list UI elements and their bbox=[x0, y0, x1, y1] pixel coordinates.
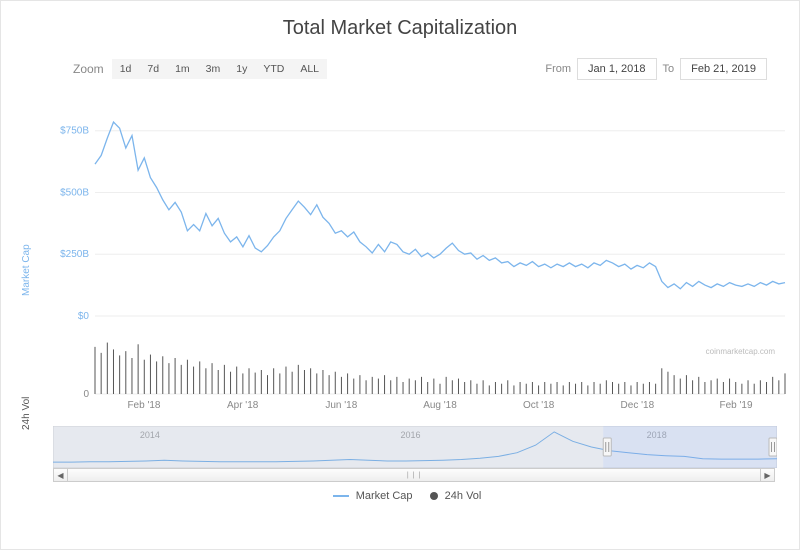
svg-text:$250B: $250B bbox=[60, 249, 89, 260]
chart-area: Market Cap 24h Vol $0$250B$500B$750B0Feb… bbox=[27, 96, 787, 418]
legend-volume-label[interactable]: 24h Vol bbox=[445, 490, 482, 502]
zoom-group: Zoom 1d7d1m3m1yYTDALL bbox=[73, 59, 327, 79]
zoom-3m-button[interactable]: 3m bbox=[198, 59, 229, 79]
zoom-1y-button[interactable]: 1y bbox=[228, 59, 255, 79]
svg-text:Feb '18: Feb '18 bbox=[127, 400, 160, 411]
chart-title: Total Market Capitalization bbox=[13, 17, 787, 40]
zoom-7d-button[interactable]: 7d bbox=[139, 59, 167, 79]
zoom-label: Zoom bbox=[73, 62, 104, 76]
to-label: To bbox=[663, 63, 675, 75]
credit-text: coinmarketcap.com bbox=[706, 347, 775, 356]
legend: Market Cap 24h Vol bbox=[13, 490, 787, 502]
svg-text:Feb '19: Feb '19 bbox=[719, 400, 752, 411]
svg-text:Apr '18: Apr '18 bbox=[227, 400, 259, 411]
legend-market-cap-label[interactable]: Market Cap bbox=[356, 490, 413, 502]
volume-swatch bbox=[430, 492, 438, 500]
svg-text:Aug '18: Aug '18 bbox=[423, 400, 457, 411]
navigator-scrollbar[interactable]: ◀ | | | ▶ bbox=[53, 468, 775, 482]
svg-text:$500B: $500B bbox=[60, 187, 89, 198]
controls-bar: Zoom 1d7d1m3m1yYTDALL From Jan 1, 2018 T… bbox=[73, 58, 767, 80]
scroll-left-arrow[interactable]: ◀ bbox=[54, 469, 68, 481]
market-cap-axis-label: Market Cap bbox=[21, 244, 32, 296]
navigator-svg[interactable]: 201420162018 bbox=[53, 426, 777, 468]
svg-text:Dec '18: Dec '18 bbox=[621, 400, 655, 411]
from-date-input[interactable]: Jan 1, 2018 bbox=[577, 58, 657, 80]
zoom-1m-button[interactable]: 1m bbox=[167, 59, 198, 79]
svg-text:Oct '18: Oct '18 bbox=[523, 400, 555, 411]
svg-text:$750B: $750B bbox=[60, 126, 89, 137]
svg-text:0: 0 bbox=[83, 389, 89, 400]
to-date-input[interactable]: Feb 21, 2019 bbox=[680, 58, 767, 80]
scroll-grip[interactable]: | | | bbox=[407, 472, 421, 479]
zoom-ytd-button[interactable]: YTD bbox=[255, 59, 292, 79]
zoom-1d-button[interactable]: 1d bbox=[112, 59, 140, 79]
svg-text:$0: $0 bbox=[78, 311, 90, 322]
from-label: From bbox=[545, 63, 571, 75]
date-range-group: From Jan 1, 2018 To Feb 21, 2019 bbox=[545, 58, 767, 80]
svg-text:Jun '18: Jun '18 bbox=[325, 400, 357, 411]
volume-axis-label: 24h Vol bbox=[21, 397, 32, 430]
navigator[interactable]: 201420162018 ◀ | | | ▶ bbox=[53, 426, 775, 482]
main-chart-svg: $0 $250B $500B $750B 0 Feb '18 Apr '18 Jun '18 A… bbox=[27, 96, 795, 418]
zoom-all-button[interactable]: ALL bbox=[292, 59, 327, 79]
scroll-right-arrow[interactable]: ▶ bbox=[760, 469, 774, 481]
market-cap-swatch bbox=[333, 495, 349, 497]
